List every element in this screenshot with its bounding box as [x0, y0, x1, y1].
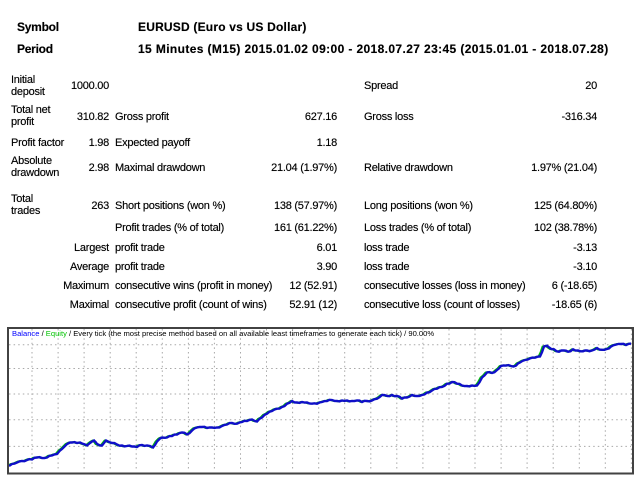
- svg-text:Balance / Equity / Every tick: Balance / Equity / Every tick (the most …: [12, 329, 434, 338]
